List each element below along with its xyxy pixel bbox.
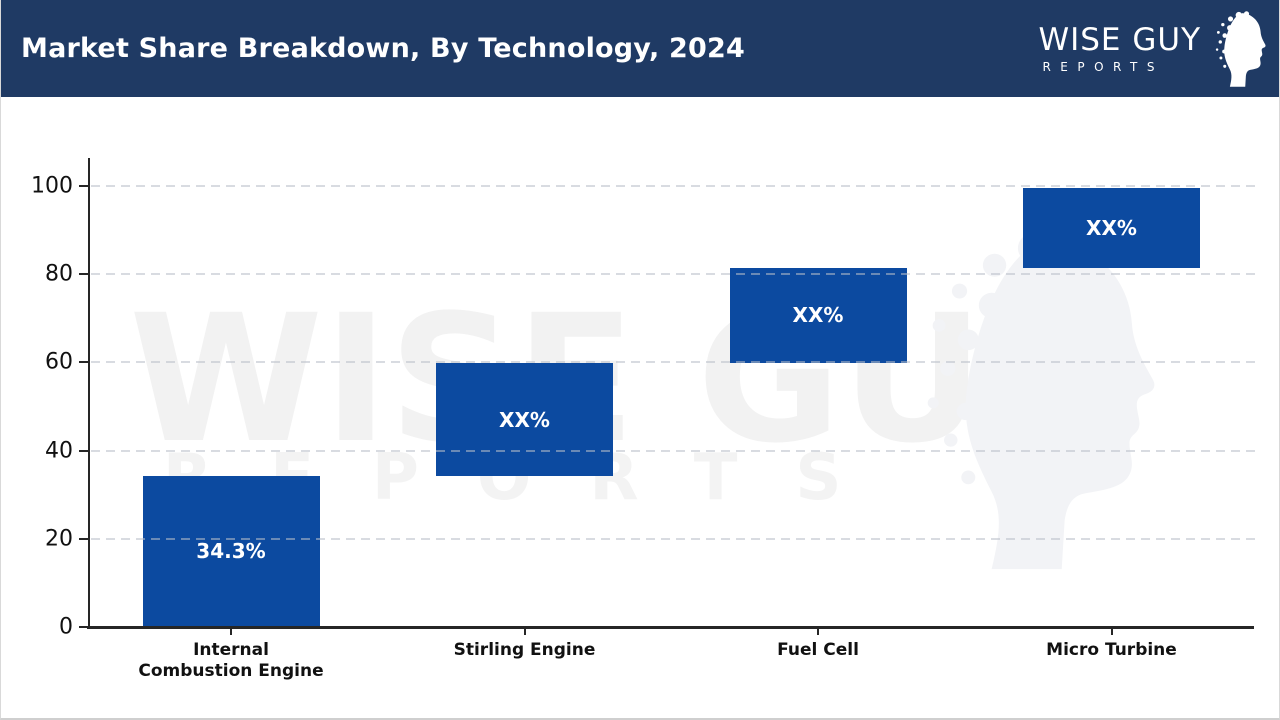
bar-4 [1023, 188, 1200, 268]
x-category-label-2: Stirling Engine [453, 640, 596, 660]
x-category-label-4: Micro Turbine [1046, 640, 1177, 660]
bar-value-label-3: XX% [792, 303, 844, 328]
bar-value-label-1: 34.3% [196, 539, 266, 564]
y-tick-label-60: 60 [45, 349, 73, 375]
gridline-60 [91, 361, 1259, 364]
bar-value-label-4: XX% [1086, 215, 1137, 240]
gridline-40 [91, 449, 1259, 452]
brand-logo: WISE GUY REPORTS [1038, 9, 1267, 89]
gridline-100 [91, 185, 1259, 187]
y-tick-label-40: 40 [45, 438, 73, 464]
logo-wordmark: WISE GUY REPORTS [1038, 21, 1201, 74]
y-tick-label-20: 20 [45, 526, 73, 552]
logo-head-icon [1215, 10, 1266, 87]
y-tick-label-100: 100 [31, 173, 73, 199]
gridline-20 [91, 537, 1259, 540]
y-tick-0 [79, 626, 89, 628]
x-axis [87, 626, 1254, 629]
y-tick-label-0: 0 [59, 614, 73, 640]
x-tick-4 [1110, 627, 1113, 635]
x-tick-2 [523, 627, 526, 635]
watermark-head-icon [927, 230, 1155, 570]
y-axis [88, 158, 90, 629]
logo-wordmark-text: WISE GUY [1038, 21, 1201, 58]
y-tick-20 [79, 537, 89, 540]
logo-subtitle-text: REPORTS [1042, 59, 1164, 74]
bar-value-label-2: XX% [499, 407, 550, 432]
y-tick-60 [79, 361, 89, 364]
y-tick-40 [79, 449, 89, 452]
x-category-label-3: Fuel Cell [777, 640, 859, 660]
header-bar: Market Share Breakdown, By Technology, 2… [1, 0, 1279, 97]
bar-3 [729, 267, 907, 364]
bar-1 [142, 475, 320, 627]
x-tick-1 [230, 627, 232, 635]
x-category-label-1: Internal Combustion Engine [138, 640, 324, 682]
page-title: Market Share Breakdown, By Technology, 2… [21, 33, 746, 64]
y-tick-80 [79, 273, 89, 276]
y-tick-label-80: 80 [45, 261, 73, 287]
bar-2 [436, 363, 613, 476]
y-tick-100 [79, 185, 89, 187]
gridline-80 [91, 273, 1259, 276]
x-tick-3 [817, 627, 819, 635]
